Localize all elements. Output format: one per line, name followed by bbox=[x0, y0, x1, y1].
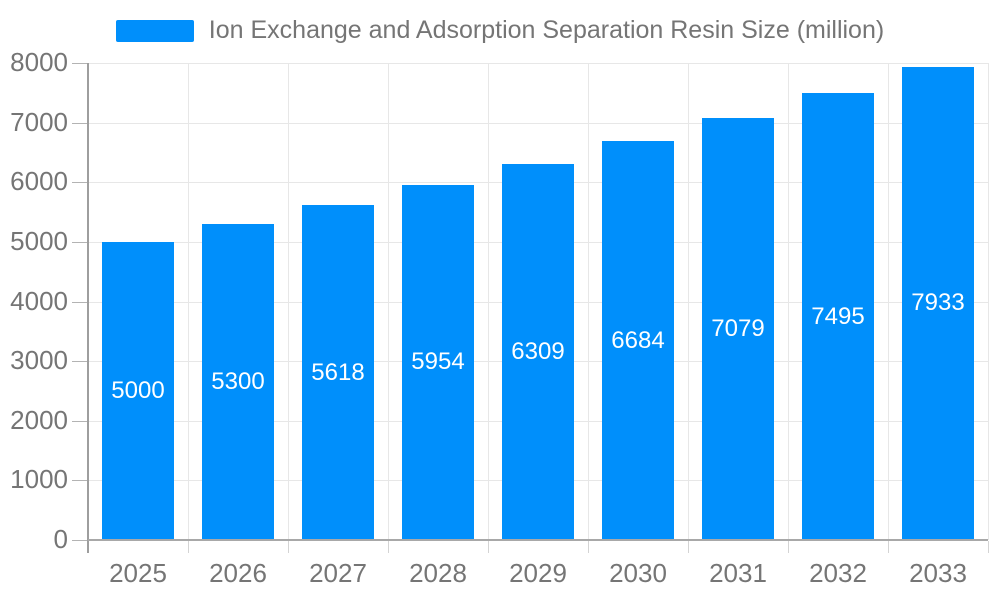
bar[interactable]: 7495 bbox=[802, 93, 874, 540]
x-axis-tick bbox=[188, 541, 189, 553]
x-axis-tick-label: 2030 bbox=[609, 558, 667, 588]
x-axis-tick bbox=[488, 541, 489, 553]
y-axis-tick-label: 5000 bbox=[10, 225, 68, 256]
x-axis-tick-label: 2025 bbox=[109, 558, 167, 588]
y-axis-tick bbox=[72, 480, 88, 482]
x-axis-tick bbox=[888, 541, 889, 553]
bar[interactable]: 6309 bbox=[502, 163, 574, 540]
x-gridline bbox=[488, 63, 489, 540]
y-axis-tick bbox=[72, 122, 88, 124]
bar-value-label: 6309 bbox=[511, 337, 565, 365]
y-axis-tick-label: 7000 bbox=[10, 106, 68, 137]
y-axis-tick-label: 3000 bbox=[10, 345, 68, 376]
x-axis-tick bbox=[788, 541, 789, 553]
y-axis-tick-label: 0 bbox=[53, 523, 68, 554]
legend-label: Ion Exchange and Adsorption Separation R… bbox=[208, 16, 885, 44]
x-axis-line bbox=[88, 539, 988, 541]
x-gridline bbox=[688, 63, 689, 540]
bar[interactable]: 7079 bbox=[702, 117, 774, 540]
bar[interactable]: 5954 bbox=[402, 184, 474, 540]
y-axis-tick-label: 1000 bbox=[10, 464, 68, 495]
y-axis-line bbox=[87, 63, 89, 553]
x-axis-tick-label: 2031 bbox=[709, 558, 767, 588]
bar-value-label: 7495 bbox=[811, 302, 865, 330]
x-axis-tick-label: 2028 bbox=[409, 558, 467, 588]
x-axis-tick bbox=[388, 541, 389, 553]
x-axis-tick bbox=[988, 541, 989, 553]
y-axis-tick-label: 2000 bbox=[10, 404, 68, 435]
y-gridline bbox=[88, 63, 988, 64]
y-gridline bbox=[88, 122, 988, 124]
y-axis-tick bbox=[72, 182, 88, 184]
x-axis-tick-label: 2032 bbox=[809, 558, 867, 588]
x-gridline bbox=[388, 63, 389, 540]
x-axis-tick bbox=[588, 541, 589, 553]
y-axis-tick bbox=[72, 420, 88, 422]
bar-value-label: 5618 bbox=[311, 358, 365, 386]
bar[interactable]: 5000 bbox=[102, 241, 174, 540]
x-gridline bbox=[888, 63, 889, 540]
bar-value-label: 6684 bbox=[611, 326, 665, 354]
x-axis-tick bbox=[688, 541, 689, 553]
y-axis-tick-label: 6000 bbox=[10, 166, 68, 197]
x-axis-tick-label: 2027 bbox=[309, 558, 367, 588]
x-gridline bbox=[988, 63, 989, 540]
x-axis-tick-label: 2033 bbox=[909, 558, 967, 588]
legend-swatch bbox=[115, 19, 194, 42]
bar-value-label: 7079 bbox=[711, 314, 765, 342]
y-axis-tick bbox=[72, 241, 88, 243]
x-gridline bbox=[788, 63, 789, 540]
bar-value-label: 5954 bbox=[411, 348, 465, 376]
x-gridline bbox=[588, 63, 589, 540]
bar-value-label: 5000 bbox=[111, 376, 165, 404]
y-axis-tick bbox=[72, 63, 88, 64]
x-gridline bbox=[288, 63, 289, 540]
legend-item[interactable]: Ion Exchange and Adsorption Separation R… bbox=[115, 16, 885, 45]
bar[interactable]: 5618 bbox=[302, 205, 374, 540]
x-axis-tick-label: 2026 bbox=[209, 558, 267, 588]
legend: Ion Exchange and Adsorption Separation R… bbox=[0, 16, 1000, 45]
bar-value-label: 5300 bbox=[211, 367, 265, 395]
y-axis-tick-label: 8000 bbox=[10, 46, 68, 77]
bar[interactable]: 6684 bbox=[602, 141, 674, 540]
x-axis-tick bbox=[288, 541, 289, 553]
y-axis-tick bbox=[72, 540, 88, 541]
y-axis-tick-label: 4000 bbox=[10, 285, 68, 316]
x-axis-tick-label: 2029 bbox=[509, 558, 567, 588]
y-axis-tick bbox=[72, 301, 88, 303]
bar[interactable]: 5300 bbox=[202, 223, 274, 540]
y-axis-tick bbox=[72, 361, 88, 363]
bar[interactable]: 7933 bbox=[902, 66, 974, 540]
bar-value-label: 7933 bbox=[911, 289, 965, 317]
x-gridline bbox=[188, 63, 189, 540]
